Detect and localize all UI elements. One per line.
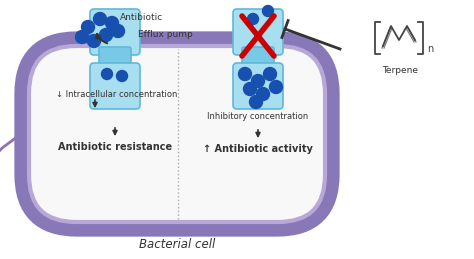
FancyBboxPatch shape [22,39,332,229]
Circle shape [256,88,270,100]
Text: Bacterial cell: Bacterial cell [139,239,215,251]
Circle shape [82,20,94,33]
FancyBboxPatch shape [175,43,324,225]
Circle shape [270,81,283,93]
FancyBboxPatch shape [242,47,274,71]
Circle shape [252,75,264,88]
Text: Efflux pump: Efflux pump [138,30,193,39]
Circle shape [247,13,258,25]
FancyBboxPatch shape [233,63,283,109]
Circle shape [106,17,118,30]
FancyBboxPatch shape [90,63,140,109]
Text: Terpene: Terpene [382,66,418,75]
Text: Antibiotic: Antibiotic [120,12,163,21]
Text: ↑ Antibiotic activity: ↑ Antibiotic activity [203,144,313,154]
Circle shape [238,68,252,81]
Text: Inhibitory concentration: Inhibitory concentration [207,112,309,120]
Circle shape [264,68,276,81]
Circle shape [117,70,128,82]
FancyBboxPatch shape [99,47,131,71]
Text: ↓ Intracellular concentration: ↓ Intracellular concentration [56,90,177,98]
Circle shape [75,31,89,44]
Circle shape [101,68,112,80]
Text: Antibiotic resistance: Antibiotic resistance [58,142,172,152]
Circle shape [249,96,263,109]
Circle shape [93,12,107,25]
Circle shape [244,83,256,96]
Circle shape [100,28,112,41]
FancyBboxPatch shape [90,9,140,55]
Circle shape [263,5,273,17]
Circle shape [88,34,100,47]
Circle shape [111,25,125,38]
Text: n: n [427,44,433,54]
FancyBboxPatch shape [233,9,283,55]
